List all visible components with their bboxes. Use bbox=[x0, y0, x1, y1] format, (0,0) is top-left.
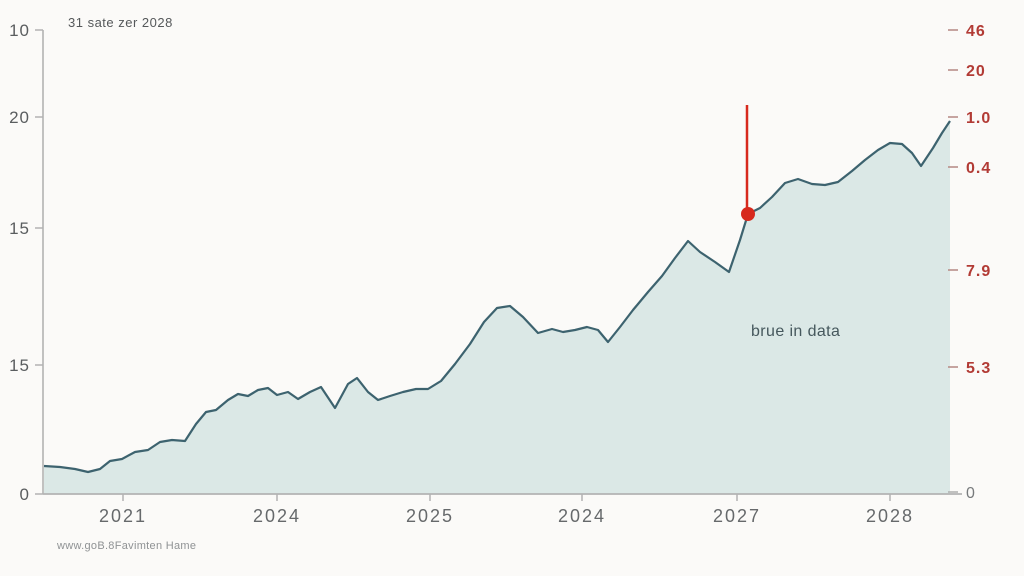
x-axis-tick-label: 2024 bbox=[558, 506, 606, 526]
x-axis-tick-label: 2027 bbox=[713, 506, 761, 526]
y-axis-tick-label: 15 bbox=[9, 356, 30, 375]
right-axis-tick-label: 7.9 bbox=[966, 263, 991, 280]
x-axis-tick-label: 2024 bbox=[253, 506, 301, 526]
y-axis-tick-label: 0 bbox=[20, 485, 30, 504]
x-axis-tick-label: 2021 bbox=[99, 506, 147, 526]
chart-footer-text: www.goB.8Favimten Hame bbox=[57, 540, 197, 552]
chart-title: 31 sate zer 2028 bbox=[68, 15, 173, 30]
chart-annotation-label: brue in data bbox=[751, 323, 841, 340]
y-axis-tick-label: 15 bbox=[9, 219, 30, 238]
right-axis-tick-label: 0 bbox=[966, 485, 976, 502]
series-line bbox=[43, 120, 951, 474]
right-axis-tick-label: 1.0 bbox=[966, 110, 991, 127]
y-axis-tick-label: 20 bbox=[9, 108, 30, 127]
y-axis-tick-label: 10 bbox=[9, 21, 30, 40]
right-axis-tick-label: 0.4 bbox=[966, 160, 991, 177]
x-axis-tick-label: 2025 bbox=[406, 506, 454, 526]
x-axis-tick-label: 2028 bbox=[866, 506, 914, 526]
marker-dot bbox=[741, 207, 755, 221]
right-axis-tick-label: 46 bbox=[966, 23, 986, 40]
right-axis-tick-label: 5.3 bbox=[966, 360, 991, 377]
right-axis-tick-label: 20 bbox=[966, 63, 986, 80]
area-fill bbox=[44, 121, 950, 494]
